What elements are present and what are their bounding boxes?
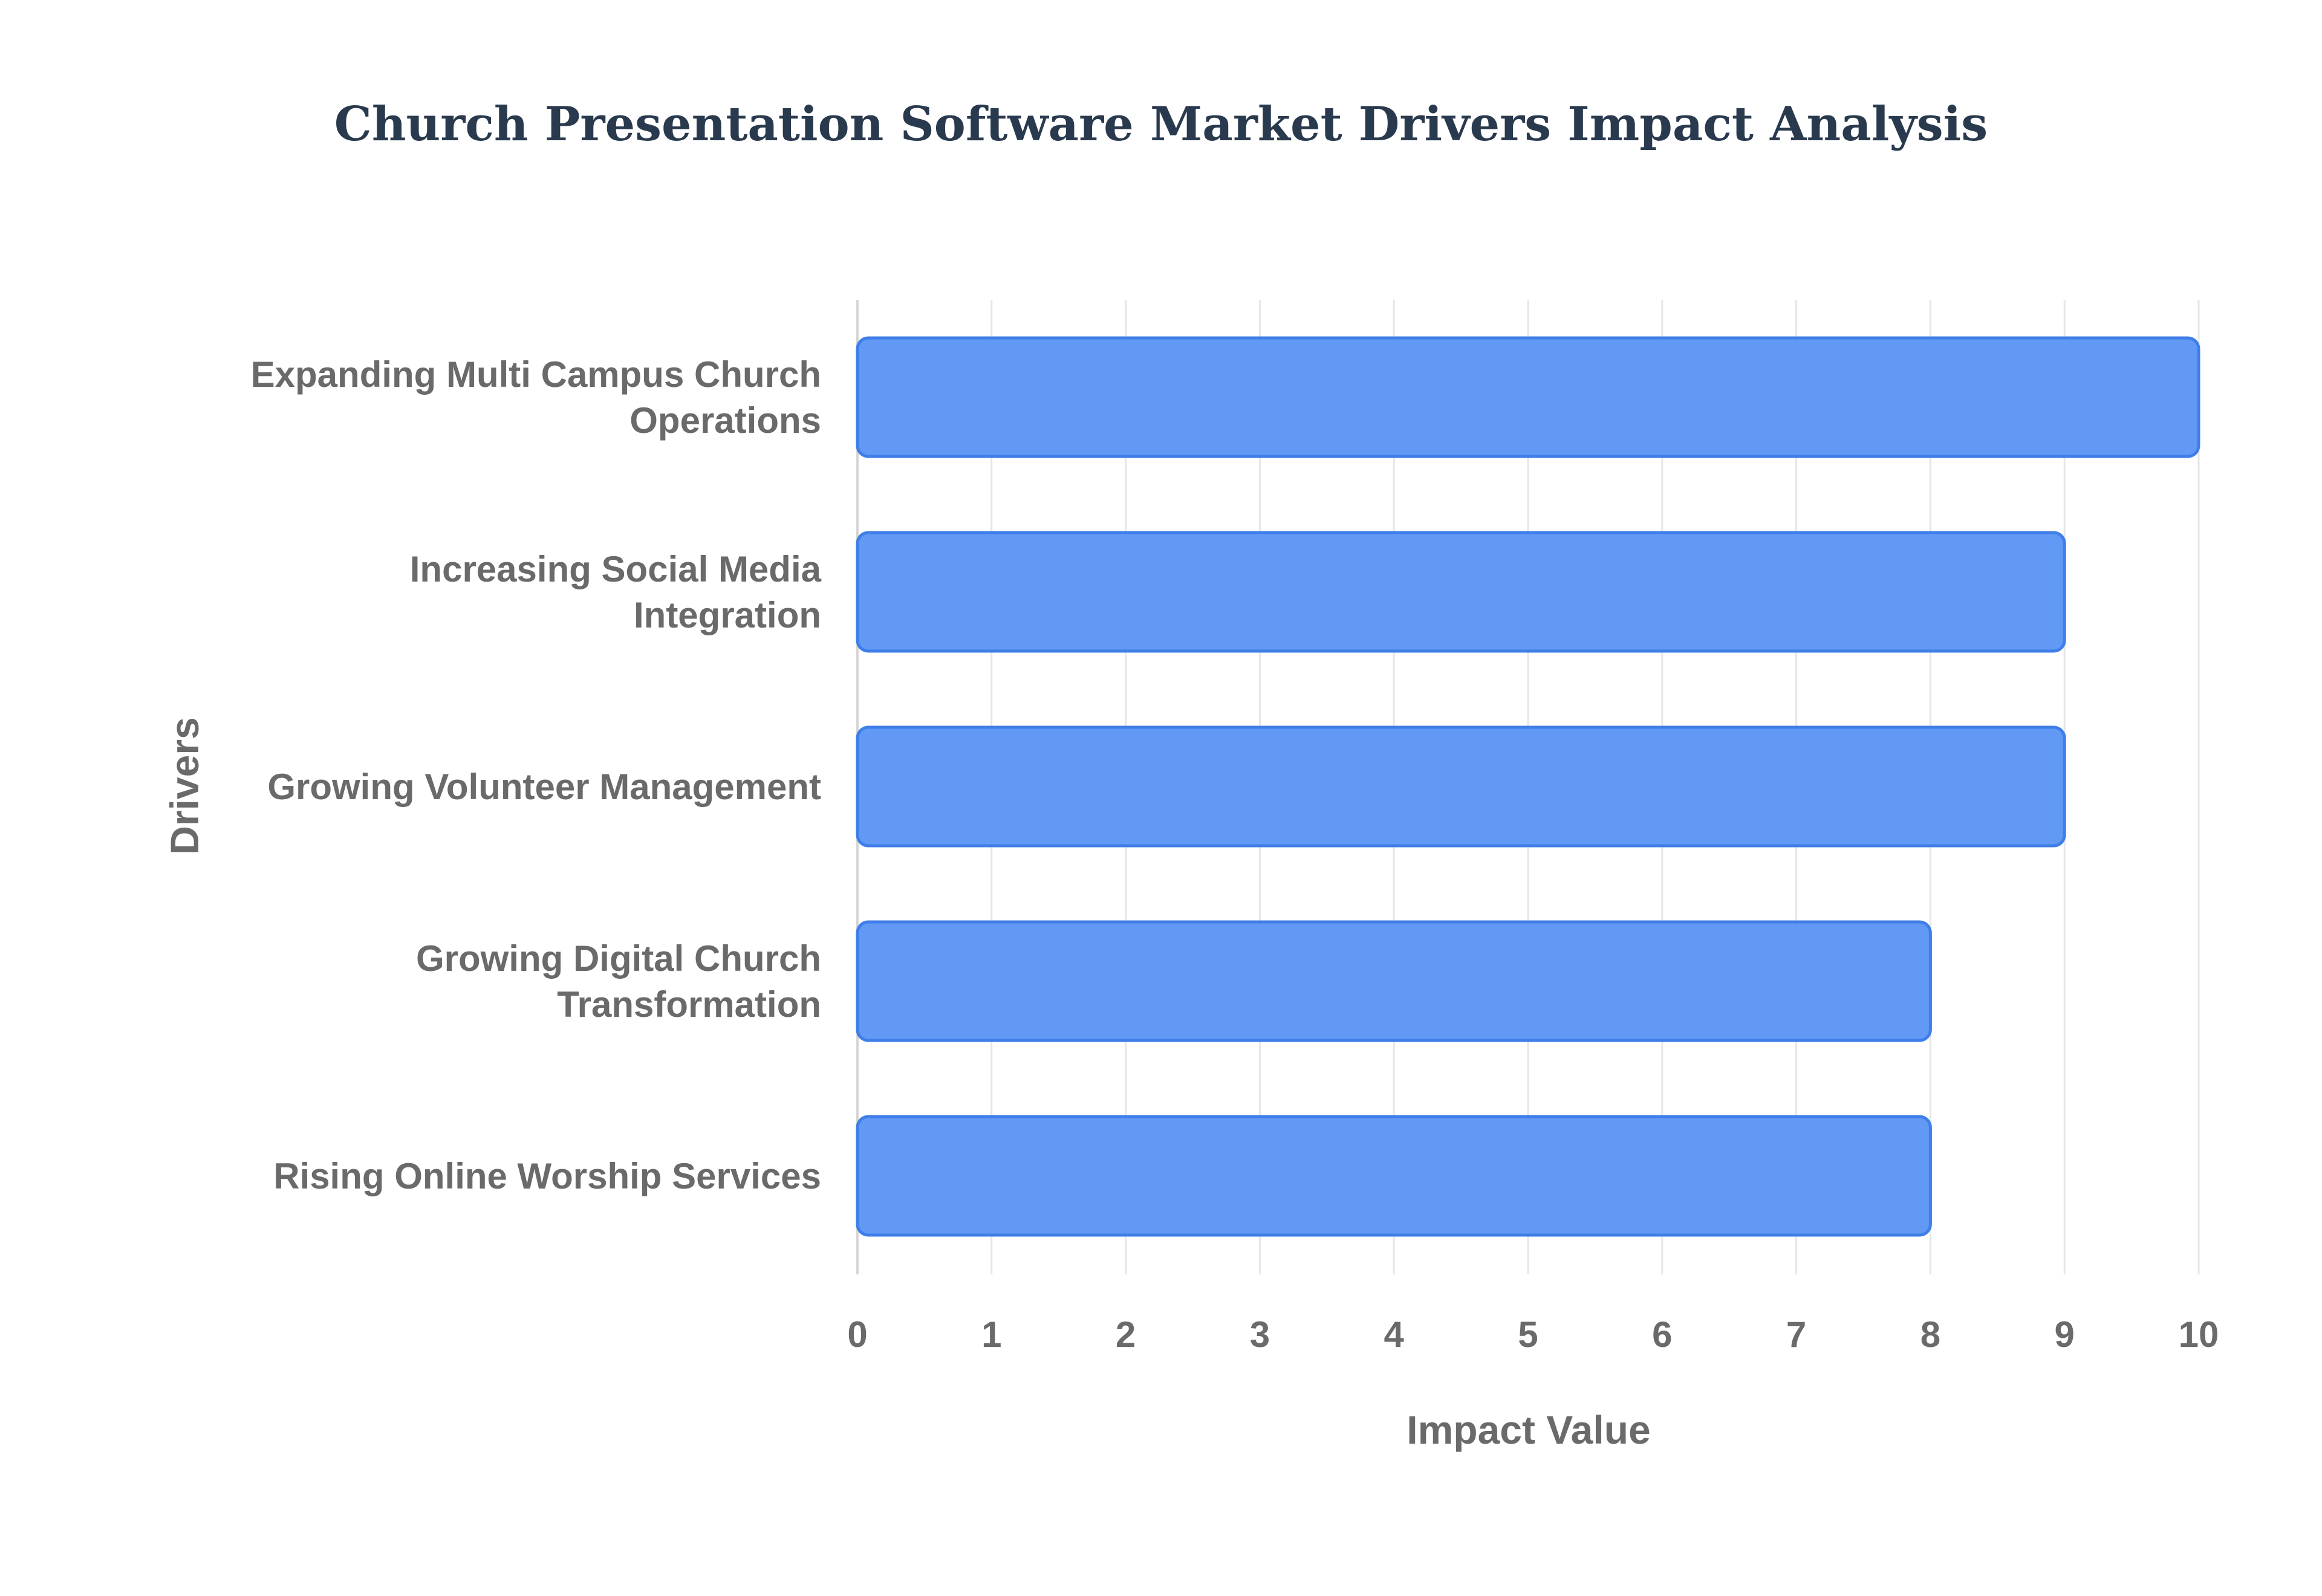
x-tick-label-9: 9 xyxy=(2055,1314,2075,1355)
category-label-line: Rising Online Worship Services xyxy=(273,1156,821,1196)
bar-3[interactable] xyxy=(856,725,2066,848)
category-label-line: Integration xyxy=(634,595,821,635)
x-tick-label-2: 2 xyxy=(1116,1314,1136,1355)
x-tick-label-6: 6 xyxy=(1652,1314,1672,1355)
y-axis-title: Drivers xyxy=(162,717,207,855)
x-tick-label-0: 0 xyxy=(847,1314,867,1355)
category-label-1: Expanding Multi Campus Church Operations xyxy=(251,354,821,441)
category-label-5: Rising Online Worship Services xyxy=(273,1156,821,1196)
category-label-3: Growing Volunteer Management xyxy=(267,767,821,807)
x-tick-label-10: 10 xyxy=(2179,1314,2219,1355)
x-tick-label-4: 4 xyxy=(1384,1314,1405,1355)
chart-title: Church Presentation Software Market Driv… xyxy=(334,97,1988,152)
x-axis-title: Impact Value xyxy=(1407,1407,1651,1452)
category-label-line: Transformation xyxy=(557,984,821,1025)
bars-layer xyxy=(856,336,2200,1237)
category-label-line: Increasing Social Media xyxy=(410,549,822,589)
x-tick-label-1: 1 xyxy=(981,1314,1001,1355)
category-label-line: Expanding Multi Campus Church xyxy=(251,354,821,395)
category-label-line: Growing Digital Church xyxy=(416,938,821,979)
bar-4[interactable] xyxy=(856,920,1932,1042)
x-tick-label-8: 8 xyxy=(1920,1314,1940,1355)
x-tick-labels: 0 1 2 3 4 5 6 7 8 9 10 xyxy=(847,1314,2219,1355)
x-tick-label-7: 7 xyxy=(1786,1314,1806,1355)
category-label-line: Operations xyxy=(629,400,821,441)
category-label-line: Growing Volunteer Management xyxy=(267,767,821,807)
category-label-2: Increasing Social Media Integration xyxy=(410,549,822,635)
x-tick-label-3: 3 xyxy=(1250,1314,1270,1355)
bar-5[interactable] xyxy=(856,1115,1932,1237)
bar-2[interactable] xyxy=(856,531,2066,653)
bar-1[interactable] xyxy=(856,336,2200,458)
category-label-4: Growing Digital Church Transformation xyxy=(416,938,821,1025)
category-labels: Expanding Multi Campus Church Operations I… xyxy=(251,354,822,1196)
x-tick-label-5: 5 xyxy=(1518,1314,1538,1355)
